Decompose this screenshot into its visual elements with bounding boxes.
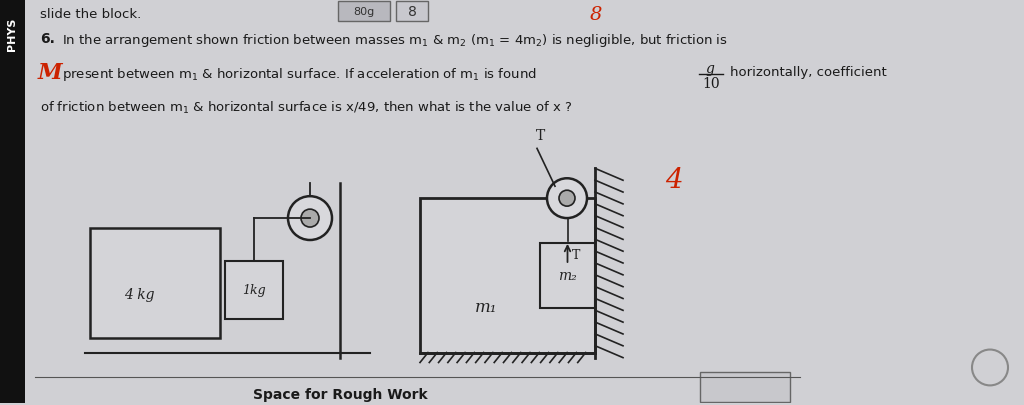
Text: PHYS: PHYS [7, 18, 17, 51]
Text: 4: 4 [665, 167, 683, 194]
Bar [420, 199, 595, 353]
Text: 10: 10 [702, 77, 720, 90]
Bar [338, 2, 390, 22]
Text: 6.: 6. [40, 32, 55, 46]
Bar [396, 2, 428, 22]
Text: T: T [537, 129, 546, 143]
Text: 1kg: 1kg [243, 284, 266, 296]
Text: horizontally, coefficient: horizontally, coefficient [730, 66, 887, 79]
Circle shape [547, 179, 587, 219]
Text: 8: 8 [408, 5, 417, 19]
Bar [540, 243, 595, 308]
Bar [90, 228, 220, 338]
Text: T: T [571, 249, 580, 262]
Text: M: M [38, 62, 62, 83]
Text: m₂: m₂ [558, 269, 577, 283]
Bar [0, 0, 25, 403]
Text: Space for Rough Work: Space for Rough Work [253, 388, 427, 401]
Circle shape [301, 210, 319, 228]
Bar [700, 373, 790, 402]
Text: of friction between m$_1$ & horizontal surface is x/49, then what is the value o: of friction between m$_1$ & horizontal s… [40, 99, 572, 115]
Circle shape [288, 197, 332, 241]
Text: 80g: 80g [353, 7, 375, 17]
Text: g: g [706, 62, 715, 76]
Circle shape [559, 191, 575, 207]
Text: m₁: m₁ [475, 298, 498, 315]
Text: 4 kg: 4 kg [124, 287, 155, 301]
Bar [225, 261, 283, 319]
Text: In the arrangement shown friction between masses m$_1$ & m$_2$ (m$_1$ = 4m$_2$) : In the arrangement shown friction betwee… [62, 32, 728, 49]
Circle shape [972, 350, 1008, 386]
Text: 8: 8 [590, 6, 602, 24]
Text: slide the block.: slide the block. [40, 8, 141, 21]
Text: present between m$_1$ & horizontal surface. If acceleration of m$_1$ is found: present between m$_1$ & horizontal surfa… [62, 66, 537, 83]
